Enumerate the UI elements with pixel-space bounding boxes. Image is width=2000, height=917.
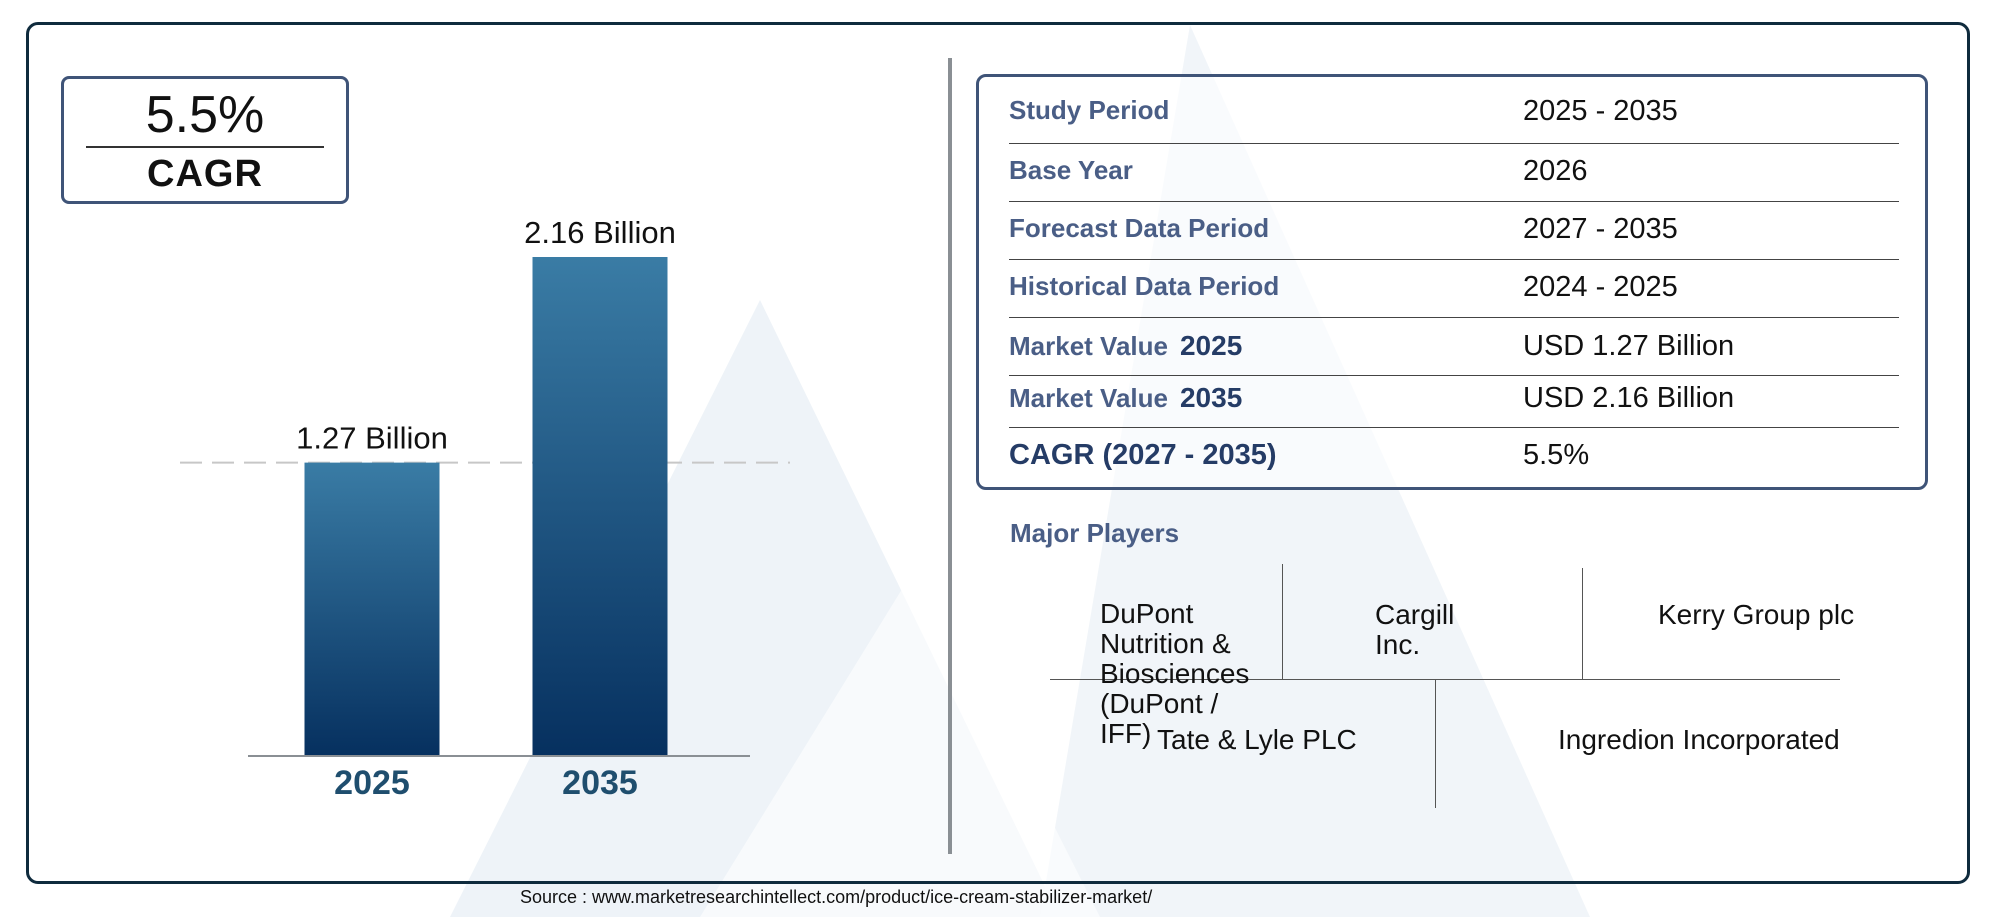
player-ingredion: Ingredion Incorporated — [1558, 724, 1840, 755]
data-label: 1.27 Billion — [296, 421, 448, 456]
study-row-year: 2035 — [1179, 382, 1243, 413]
study-row-value: 2026 — [1523, 155, 1588, 187]
study-row-label: Historical Data Period — [1009, 271, 1279, 302]
x-tick-label: 2035 — [562, 764, 638, 802]
player-divider — [1282, 564, 1283, 680]
study-row-label: CAGR (2027 - 2035) — [1009, 439, 1277, 472]
study-row-label-text: CAGR (2027 - 2035) — [1009, 439, 1277, 471]
study-row-label-text: Base Year — [1009, 155, 1133, 185]
bar-2025 — [304, 462, 440, 756]
study-row-label-text: Forecast Data Period — [1009, 213, 1270, 243]
player-kerry-group: Kerry Group plc — [1658, 599, 1855, 630]
bar-2035 — [532, 257, 668, 756]
section-divider — [948, 58, 952, 854]
study-row-year: 2025 — [1179, 330, 1243, 361]
outer-frame — [26, 22, 1970, 884]
study-row-rule — [1009, 317, 1899, 318]
study-row-rule — [1009, 143, 1899, 144]
player-divider — [1050, 679, 1840, 680]
player-cargill: Cargill Inc. — [1375, 599, 1455, 660]
study-row-value: 5.5% — [1523, 439, 1590, 471]
cagr-divider — [86, 146, 324, 148]
study-row-label: Study Period — [1009, 95, 1169, 126]
study-details-table: Study Period 2025 - 2035 Base Year 2026 Fore… — [976, 74, 1928, 490]
study-row-label-text: Market Value — [1009, 331, 1168, 361]
study-row-rule — [1009, 427, 1899, 428]
cagr-label: CAGR — [147, 153, 263, 195]
study-row-rule — [1009, 259, 1899, 260]
study-row-label: Market Value 2035 — [1009, 382, 1242, 414]
study-row-label: Base Year — [1009, 155, 1133, 186]
major-players-heading: Major Players — [1010, 518, 1180, 548]
study-row-rule — [1009, 375, 1899, 376]
player-dupont: DuPont Nutrition & Biosciences (DuPont /… — [1100, 598, 1250, 749]
study-row-label-text: Study Period — [1009, 95, 1170, 125]
study-row-value: USD 2.16 Billion — [1523, 382, 1735, 414]
player-tate-lyle: Tate & Lyle PLC — [1157, 724, 1357, 755]
source-note: Source : www.marketresearchintellect.com… — [520, 887, 1153, 907]
player-divider — [1582, 568, 1583, 680]
cagr-summary-box: 5.5% CAGR — [61, 76, 349, 204]
data-label: 2.16 Billion — [524, 215, 676, 250]
study-row-rule — [1009, 201, 1899, 202]
study-row-value: 2027 - 2035 — [1523, 213, 1678, 245]
study-row-label: Market Value 2025 — [1009, 330, 1242, 362]
study-row-value: 2024 - 2025 — [1523, 271, 1678, 303]
study-row-value: USD 1.27 Billion — [1523, 330, 1735, 362]
cagr-value: 5.5% — [145, 86, 265, 144]
player-divider — [1435, 680, 1436, 808]
study-row-label-text: Market Value — [1009, 383, 1168, 413]
study-row-value: 2025 - 2035 — [1523, 95, 1678, 127]
x-tick-label: 2025 — [334, 764, 410, 802]
study-row-label: Forecast Data Period — [1009, 213, 1269, 244]
study-row-label-text: Historical Data Period — [1009, 271, 1280, 301]
